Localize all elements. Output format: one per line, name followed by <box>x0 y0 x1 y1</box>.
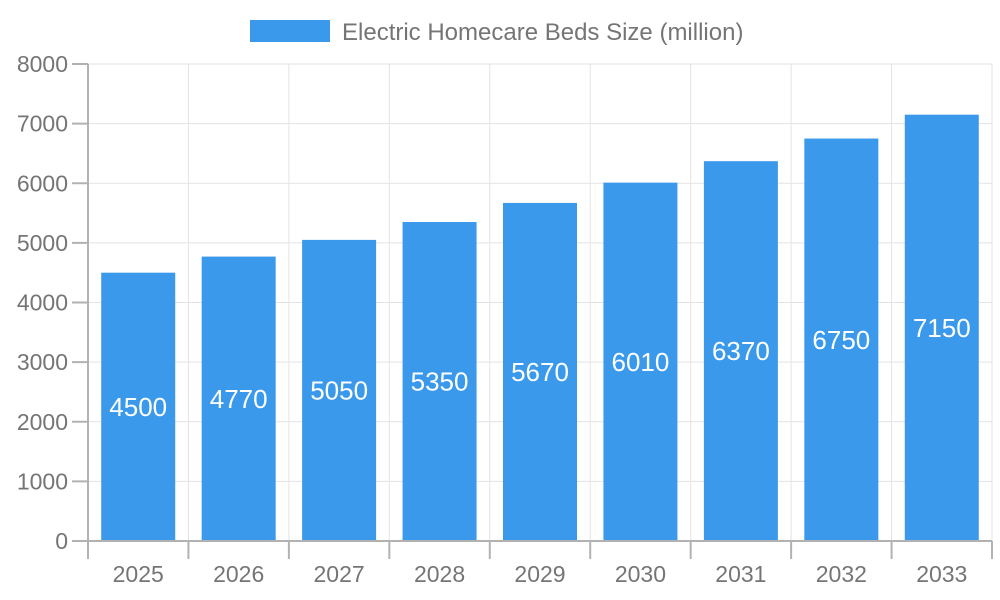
bar-value-label: 5050 <box>310 375 368 405</box>
y-tick-label: 8000 <box>17 51 68 77</box>
x-tick-label: 2032 <box>816 561 867 587</box>
bar <box>101 272 176 541</box>
x-tick-label: 2033 <box>916 561 967 587</box>
x-tick-label: 2029 <box>514 561 565 587</box>
legend-label: Electric Homecare Beds Size (million) <box>342 19 743 46</box>
bar-value-label: 5670 <box>511 357 569 387</box>
bar-value-label: 7150 <box>913 313 971 343</box>
y-tick-label: 1000 <box>17 468 68 494</box>
bar <box>804 138 879 541</box>
legend: Electric Homecare Beds Size (million) <box>250 19 743 46</box>
x-tick-label: 2026 <box>213 561 264 587</box>
axis-lines <box>72 64 992 559</box>
bar-series <box>101 114 979 542</box>
vertical-gridlines <box>187 64 993 541</box>
x-tick-label: 2031 <box>715 561 766 587</box>
bar <box>503 202 577 541</box>
x-tick-label: 2030 <box>615 561 666 587</box>
bar <box>703 161 778 541</box>
x-tick-label: 2027 <box>314 561 365 587</box>
bar <box>402 222 477 541</box>
bar <box>904 114 979 542</box>
bar-value-label: 6370 <box>712 336 770 366</box>
y-tick-label: 4000 <box>17 290 68 316</box>
x-tick-label: 2025 <box>113 561 164 587</box>
x-axis-labels: 2025 2026 2027 2028 2029 2030 2031 2032 2033 <box>113 561 968 587</box>
y-tick-label: 0 <box>55 528 68 554</box>
bar-value-label: 4770 <box>210 384 268 414</box>
bar <box>302 239 377 542</box>
y-tick-label: 3000 <box>17 349 68 375</box>
bar <box>201 256 276 541</box>
y-tick-label: 5000 <box>17 230 68 256</box>
y-axis-labels: 0 1000 2000 3000 4000 5000 6000 7000 8000 <box>17 51 68 554</box>
bar-value-label: 4500 <box>109 392 167 422</box>
bar <box>603 182 678 541</box>
bar-value-label: 6750 <box>812 325 870 355</box>
y-tick-label: 6000 <box>17 170 68 196</box>
legend-swatch <box>250 20 330 42</box>
x-tick-label: 2028 <box>414 561 465 587</box>
bar-value-label: 5350 <box>411 367 469 397</box>
bar-value-label: 6010 <box>612 347 670 377</box>
y-tick-label: 2000 <box>17 409 68 435</box>
y-tick-label: 7000 <box>17 111 68 137</box>
bar-value-labels: 4500 4770 5050 5350 5670 6010 6370 6750 7150 <box>109 313 970 422</box>
